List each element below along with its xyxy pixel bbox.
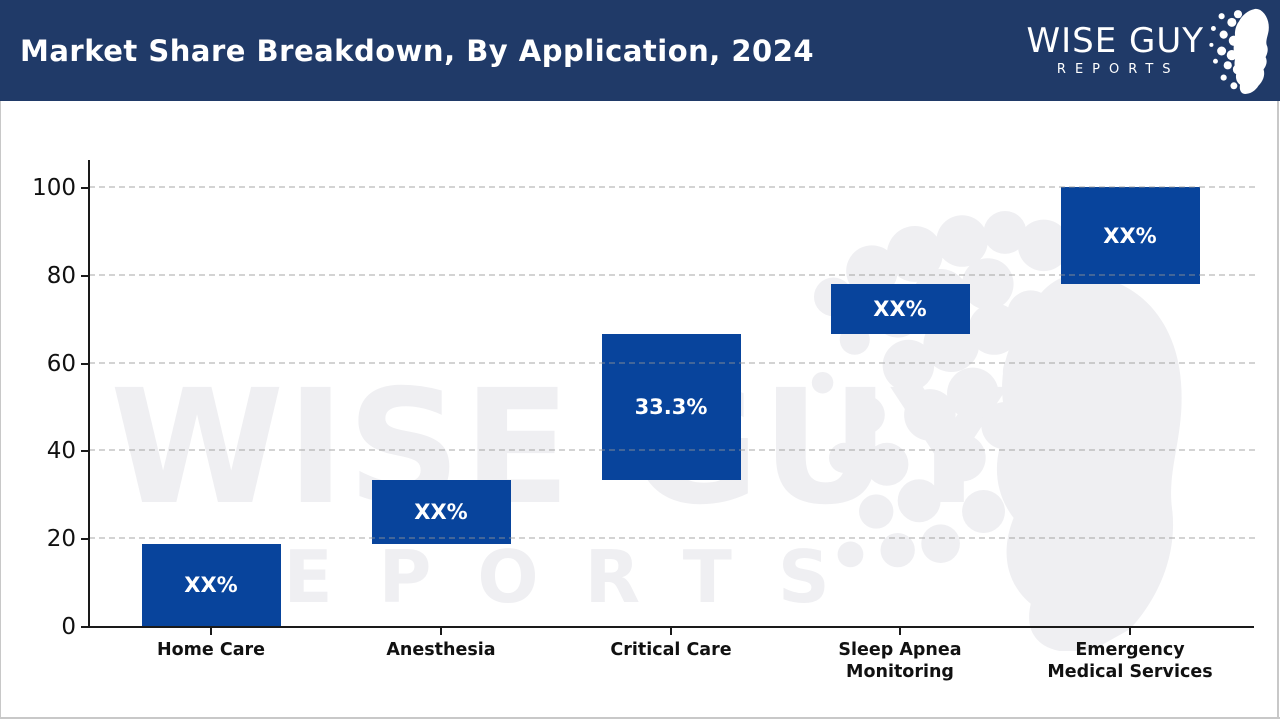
x-axis [88,626,1254,628]
y-axis [88,160,90,628]
watermark-subtext: REPORTS [182,535,876,619]
gridline-100 [89,186,1255,188]
x-category-label: Emergency Medical Services [1047,640,1213,682]
header: Market Share Breakdown, By Application, … [0,0,1280,101]
logo-subtext: REPORTS [1056,61,1180,77]
bar-value-label: XX% [184,573,238,598]
bar-emergency-medical-services [1060,187,1200,285]
x-tick [1129,628,1131,635]
y-tick-20 [81,538,88,541]
bar-value-label: XX% [1103,223,1157,248]
y-tick-label: 60 [46,350,76,377]
y-tick-0 [81,626,88,628]
gridline-40 [89,449,1255,452]
x-tick [440,628,442,635]
wise-guy-logo: WISE GUY REPORTS [1026,6,1280,96]
y-tick-label: 20 [46,526,76,553]
bar-home-care [141,544,281,626]
bar-value-label: 33.3% [634,394,708,419]
y-tick-60 [81,362,88,365]
gridline-20 [89,537,1255,540]
gridline-60 [89,361,1255,364]
x-category-label: Critical Care [610,640,732,660]
frame-line-left [0,101,1,719]
y-tick-100 [81,187,88,189]
y-tick-label: 40 [46,438,76,465]
bar-critical-care [601,333,741,480]
frame-line-right [1277,101,1279,719]
x-category-label: Anesthesia [386,640,496,660]
x-category-label: Home Care [156,640,266,660]
watermark-wordmark: WISE GUY [110,356,1009,540]
y-tick-40 [81,450,88,453]
y-tick-80 [81,274,88,277]
y-tick-label: 80 [46,262,76,289]
gridline-80 [89,273,1255,276]
x-tick [670,628,672,635]
bar-sleep-apnea-monitoring [830,284,970,334]
chart-area: WISE GUY REPORTS XX% XX% 33.3% XX% XX% 0 20 40 6… [0,101,1280,720]
y-tick-label: 0 [61,614,76,640]
frame-line-bottom [0,717,1280,719]
x-category-label: Sleep Apnea Monitoring [838,640,962,682]
bar-value-label: XX% [414,500,468,525]
logo-wordmark: WISE GUY [1026,21,1204,62]
x-tick [210,628,212,635]
logo-text: WISE GUY REPORTS [1026,21,1204,77]
x-tick [899,628,901,635]
page-title: Market Share Breakdown, By Application, … [20,33,815,68]
logo-head-icon [1209,8,1269,94]
bar-value-label: XX% [873,297,927,322]
y-tick-label: 100 [32,175,76,201]
bar-anesthesia [371,479,511,545]
